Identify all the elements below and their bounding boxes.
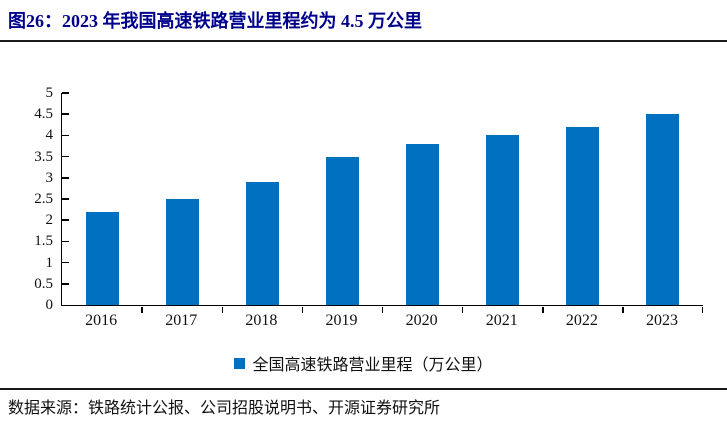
- bar-slot: [623, 93, 703, 305]
- bar-2016: [85, 211, 119, 305]
- legend-label: 全国高速铁路营业里程（万公里）: [252, 357, 493, 374]
- bar-slot: [222, 93, 302, 305]
- x-axis-tick: [221, 307, 223, 313]
- x-tick-label: 2022: [565, 312, 598, 329]
- data-source: 数据来源：铁路统计公报、公司招股说明书、开源证券研究所: [8, 400, 441, 417]
- source-divider: [0, 388, 727, 390]
- y-tick-label: 4: [45, 127, 54, 144]
- y-tick-label: 1.5: [34, 233, 53, 250]
- x-axis-tick: [701, 307, 703, 313]
- y-tick-label: 3.5: [34, 148, 53, 165]
- y-tick-label: 4.5: [34, 106, 53, 123]
- figure-title: 图26：2023 年我国高速铁路营业里程约为 4.5 万公里: [8, 11, 422, 31]
- y-tick-label: 5: [45, 85, 54, 101]
- y-tick-label: 1: [45, 254, 54, 271]
- x-tick-label: 2016: [85, 312, 118, 329]
- y-axis-tick: [62, 198, 69, 200]
- y-tick-label: 2.5: [34, 191, 53, 207]
- bar-slot: [142, 93, 222, 305]
- y-axis-tick: [62, 240, 69, 243]
- bar-2023: [646, 114, 680, 305]
- x-axis-tick: [381, 307, 384, 313]
- bar-2022: [566, 126, 600, 305]
- chart-legend: 全国高速铁路营业里程（万公里）: [0, 351, 727, 375]
- x-axis-tick: [622, 307, 624, 313]
- y-axis-tick: [62, 92, 69, 94]
- bar-2017: [165, 199, 199, 305]
- y-axis-tick: [62, 177, 69, 179]
- bar-2021: [486, 135, 520, 305]
- x-axis-tick: [141, 307, 143, 313]
- x-axis-labels: 2016 2017 2018 2019 2020 2021 2022 2023: [61, 312, 702, 330]
- plot-area: [61, 92, 703, 313]
- bar-slot: [383, 93, 463, 305]
- x-tick-label: 2021: [485, 312, 518, 329]
- y-axis-labels: 0 0.5 1 1.5 2 2.5 3 3.5 4 4.5 5: [0, 85, 54, 313]
- x-axis-tick: [301, 307, 304, 313]
- bar-slot: [302, 93, 382, 305]
- y-axis-tick: [62, 283, 69, 285]
- bar-2020: [406, 143, 440, 305]
- x-tick-label: 2020: [405, 312, 438, 329]
- legend-swatch: [234, 357, 246, 369]
- x-tick-label: 2019: [325, 312, 358, 329]
- x-tick-label: 2023: [645, 312, 678, 329]
- y-axis-tick: [62, 219, 69, 221]
- bar-slot: [463, 93, 543, 305]
- x-axis-tick: [542, 307, 544, 313]
- y-axis-tick: [62, 261, 69, 264]
- y-axis-tick: [62, 155, 69, 158]
- bar-2019: [325, 156, 359, 305]
- y-tick-label: 2: [45, 212, 54, 229]
- x-axis-tick: [461, 307, 464, 313]
- y-axis-tick: [62, 113, 69, 115]
- y-tick-label: 0: [45, 297, 54, 313]
- title-divider: [0, 40, 727, 42]
- bar-slot: [62, 93, 142, 305]
- bar-slot: [543, 93, 623, 305]
- bar-2018: [245, 182, 279, 305]
- y-tick-label: 3: [45, 169, 54, 186]
- x-tick-label: 2018: [245, 312, 278, 329]
- y-tick-label: 0.5: [34, 275, 53, 292]
- x-tick-label: 2017: [165, 312, 198, 329]
- y-axis-tick: [62, 134, 69, 137]
